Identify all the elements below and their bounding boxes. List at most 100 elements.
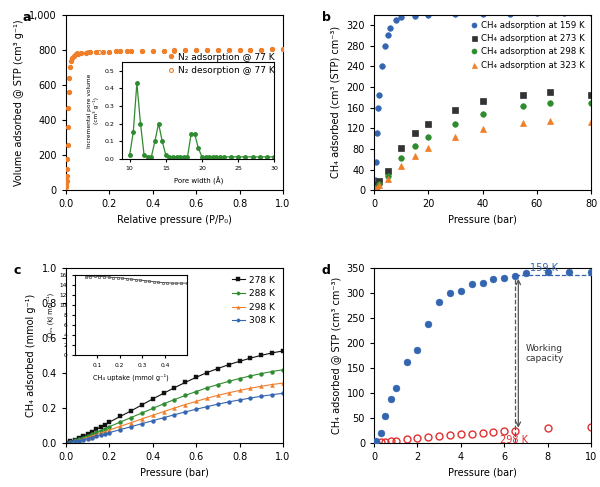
298 K (80, 436, 87, 442)
N₂ desorption @ 77 K (203, 47, 211, 53)
278 K (97, 424, 104, 430)
X-axis label: Pressure (bar): Pressure (bar) (448, 468, 517, 478)
308 K (182, 409, 189, 415)
288 K (97, 428, 104, 433)
288 K (149, 406, 157, 412)
CH₄ adsorption at 273 K (587, 92, 595, 97)
288 K (62, 440, 70, 446)
N₂ adsorption @ 77 K (67, 58, 74, 64)
288 K (139, 410, 146, 416)
N₂ adsorption @ 77 K (70, 53, 77, 59)
CH₄ adsorption at 298 K (479, 111, 486, 117)
308 K (71, 438, 78, 444)
288 K (182, 393, 189, 398)
N₂ adsorption @ 77 K (63, 173, 70, 179)
N₂ adsorption @ 77 K (106, 49, 113, 55)
N₂ adsorption @ 77 K (65, 89, 72, 95)
N₂ desorption @ 77 K (160, 48, 167, 54)
298 K (225, 390, 232, 395)
CH₄ adsorption at 323 K (398, 163, 405, 169)
X-axis label: Relative pressure (P/P₀): Relative pressure (P/P₀) (117, 215, 232, 225)
CH₄ adsorption at 159 K (452, 11, 459, 17)
N₂ adsorption @ 77 K (160, 48, 167, 54)
CH₄ adsorption at 159 K (384, 32, 391, 38)
CH₄ adsorption at 159 K (506, 11, 513, 17)
N₂ adsorption @ 77 K (116, 48, 124, 54)
CH₄ adsorption at 298 K (373, 184, 380, 189)
288 K (106, 424, 113, 430)
CH₄ adsorption at 159 K (587, 10, 595, 16)
N₂ desorption @ 77 K (149, 48, 157, 54)
288 K (71, 437, 78, 443)
N₂ desorption @ 77 K (268, 46, 275, 52)
278 K (182, 379, 189, 385)
N₂ adsorption @ 77 K (280, 46, 287, 52)
N₂ adsorption @ 77 K (64, 156, 71, 162)
N₂ desorption @ 77 K (116, 49, 124, 55)
N₂ adsorption @ 77 K (68, 55, 76, 60)
Line: 308 K: 308 K (64, 392, 285, 445)
N₂ adsorption @ 77 K (64, 142, 71, 148)
CH₄ adsorption at 298 K (411, 143, 418, 149)
CH₄ adsorption at 323 K (373, 185, 380, 190)
CH₄ adsorption at 159 K (382, 43, 389, 49)
298 K (84, 434, 91, 440)
278 K (214, 366, 221, 372)
CH₄ adsorption at 298 K (384, 173, 391, 179)
308 K (139, 421, 146, 427)
N₂ adsorption @ 77 K (268, 46, 275, 52)
N₂ adsorption @ 77 K (149, 48, 157, 54)
N₂ desorption @ 77 K (257, 47, 265, 53)
288 K (203, 385, 211, 391)
CH₄ adsorption at 273 K (520, 92, 527, 97)
Line: CH₄ adsorption at 323 K: CH₄ adsorption at 323 K (373, 118, 594, 192)
Legend: CH₄ adsorption at 159 K, CH₄ adsorption at 273 K, CH₄ adsorption at 298 K, CH₄ a: CH₄ adsorption at 159 K, CH₄ adsorption … (467, 17, 589, 73)
CH₄ adsorption at 159 K (379, 63, 386, 69)
Text: 159 K: 159 K (530, 263, 558, 273)
278 K (257, 353, 265, 358)
N₂ adsorption @ 77 K (65, 105, 72, 111)
N₂ desorption @ 77 K (127, 48, 134, 54)
N₂ adsorption @ 77 K (112, 49, 119, 55)
278 K (236, 358, 243, 364)
N₂ desorption @ 77 K (193, 47, 200, 53)
N₂ adsorption @ 77 K (72, 52, 79, 57)
Legend: 278 K, 288 K, 298 K, 308 K: 278 K, 288 K, 298 K, 308 K (228, 272, 278, 329)
CH₄ adsorption at 159 K (398, 14, 405, 20)
288 K (84, 433, 91, 439)
308 K (84, 436, 91, 442)
CH₄ adsorption at 298 K (376, 181, 383, 187)
278 K (160, 391, 167, 396)
298 K (76, 437, 83, 443)
288 K (268, 369, 275, 375)
CH₄ adsorption at 159 K (392, 17, 400, 23)
308 K (280, 391, 287, 396)
CH₄ adsorption at 159 K (374, 105, 382, 111)
CH₄ adsorption at 159 K (411, 13, 418, 19)
298 K (257, 383, 265, 389)
CH₄ adsorption at 159 K (373, 131, 380, 136)
CH₄ adsorption at 273 K (479, 98, 486, 104)
308 K (257, 393, 265, 399)
298 K (71, 438, 78, 444)
298 K (182, 402, 189, 408)
308 K (116, 427, 124, 432)
298 K (160, 409, 167, 414)
N₂ adsorption @ 77 K (236, 47, 243, 53)
278 K (67, 438, 74, 444)
298 K (214, 393, 221, 398)
Line: CH₄ adsorption at 273 K: CH₄ adsorption at 273 K (373, 89, 594, 190)
Y-axis label: CH₄ adsorbed @ STP (cm³ cm⁻³): CH₄ adsorbed @ STP (cm³ cm⁻³) (331, 277, 341, 434)
308 K (268, 392, 275, 397)
298 K (62, 440, 70, 446)
N₂ adsorption @ 77 K (225, 47, 232, 53)
308 K (214, 401, 221, 407)
278 K (76, 435, 83, 441)
278 K (84, 431, 91, 437)
CH₄ adsorption at 273 K (398, 145, 405, 151)
N₂ adsorption @ 77 K (63, 178, 70, 184)
X-axis label: Pressure (bar): Pressure (bar) (448, 215, 517, 225)
N₂ adsorption @ 77 K (64, 124, 71, 130)
308 K (193, 406, 200, 412)
CH₄ adsorption at 159 K (372, 159, 379, 165)
